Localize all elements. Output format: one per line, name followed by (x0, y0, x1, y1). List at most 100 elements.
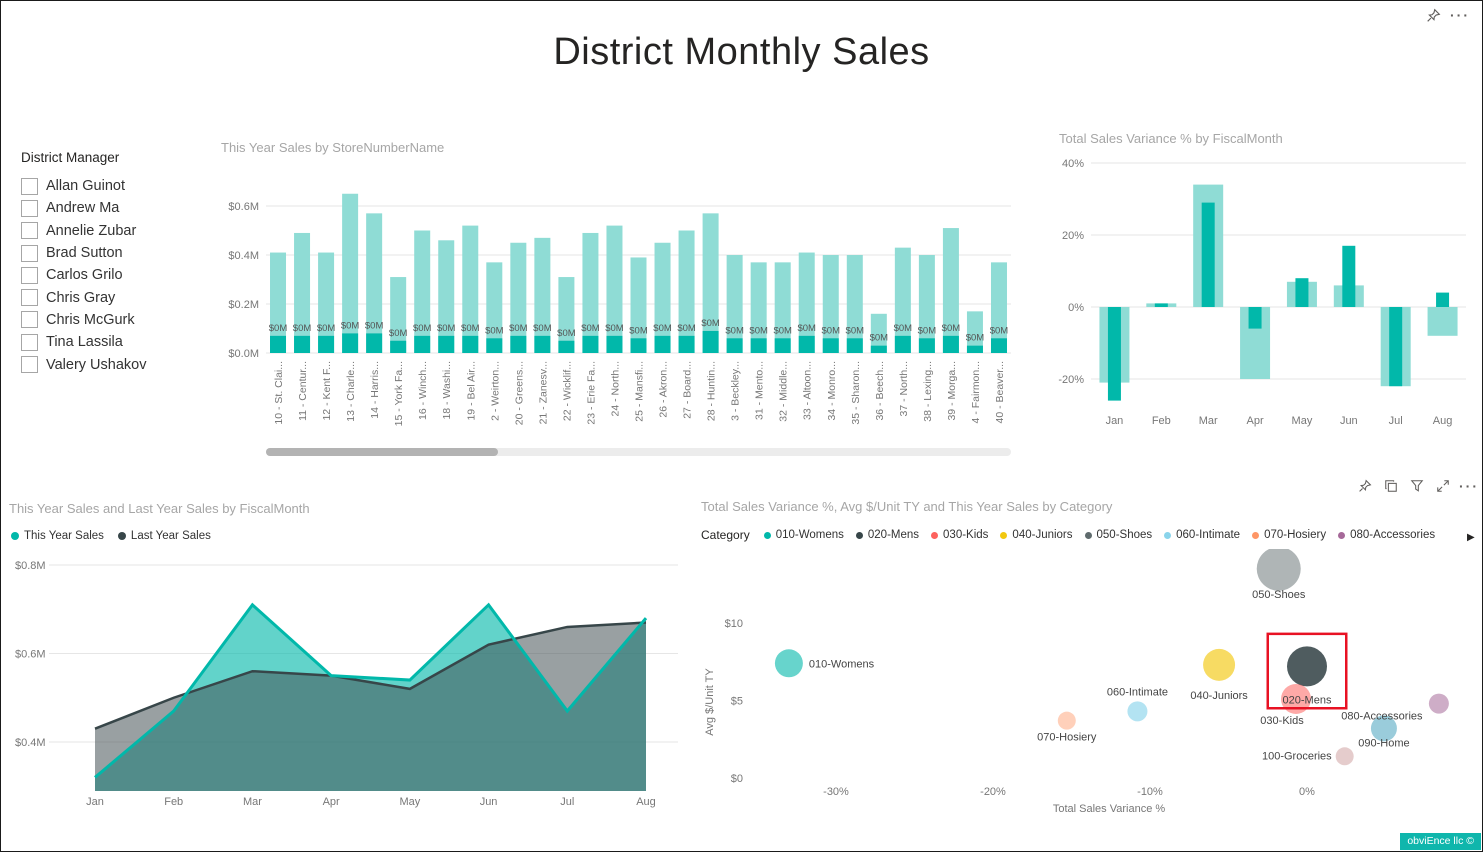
bar-base-segment[interactable] (630, 338, 647, 353)
area-last-year[interactable] (95, 622, 646, 791)
checkbox[interactable] (21, 222, 38, 240)
bar-this-year-sales[interactable] (798, 252, 815, 353)
bubble-010-Womens[interactable] (774, 649, 803, 678)
bar-base-segment[interactable] (966, 345, 983, 353)
bar-base-segment[interactable] (798, 335, 815, 353)
bubble-090-Home[interactable] (1370, 715, 1397, 742)
bar-this-year-sales[interactable] (966, 311, 983, 353)
checkbox[interactable] (21, 289, 38, 307)
bar-this-year-sales[interactable] (654, 242, 671, 353)
bar-base-segment[interactable] (750, 338, 767, 353)
legend-item[interactable]: Last Year Sales (117, 530, 211, 542)
line-this-year[interactable] (94, 602, 648, 779)
bar-this-year-sales[interactable] (318, 252, 335, 353)
variance-bar-narrow[interactable] (1295, 278, 1309, 307)
bar-base-segment[interactable] (774, 338, 791, 353)
pin-icon[interactable] (1357, 478, 1373, 494)
bar-this-year-sales[interactable] (558, 277, 575, 353)
more-options-icon[interactable]: ··· (1450, 7, 1470, 23)
bar-base-segment[interactable] (654, 335, 671, 353)
bar-this-year-sales[interactable] (726, 255, 743, 353)
bar-base-segment[interactable] (462, 335, 479, 353)
checkbox[interactable] (21, 356, 38, 374)
legend-item[interactable]: 030-Kids (931, 529, 988, 541)
variance-bar-narrow[interactable] (1107, 307, 1121, 401)
bar-base-segment[interactable] (942, 335, 959, 353)
pin-icon[interactable] (1425, 7, 1441, 23)
bar-base-segment[interactable] (342, 333, 359, 353)
legend-item[interactable]: 020-Mens (855, 529, 919, 541)
bar-this-year-sales[interactable] (774, 262, 791, 353)
bar-this-year-sales[interactable] (702, 213, 719, 353)
bar-this-year-sales[interactable] (894, 247, 911, 353)
bar-chart-scrollbar[interactable] (266, 448, 1011, 456)
slicer-item[interactable]: Chris Gray (21, 286, 196, 308)
slicer-item[interactable]: Brad Sutton (21, 242, 196, 264)
legend-item[interactable]: 010-Womens (763, 529, 844, 541)
legend-item[interactable]: This Year Sales (11, 530, 104, 542)
bar-base-segment[interactable] (990, 338, 1007, 353)
bar-base-segment[interactable] (870, 345, 887, 353)
bar-this-year-sales[interactable] (342, 193, 359, 353)
bubble-030-Kids[interactable] (1281, 683, 1312, 714)
legend-item[interactable]: 050-Shoes (1084, 529, 1152, 541)
scrollbar-thumb[interactable] (266, 448, 498, 456)
bar-this-year-sales[interactable] (870, 313, 887, 353)
bar-this-year-sales[interactable] (534, 237, 551, 353)
bar-base-segment[interactable] (678, 335, 695, 353)
slicer-item[interactable]: Annelie Zubar (21, 220, 196, 242)
bar-this-year-sales[interactable] (438, 240, 455, 353)
bar-this-year-sales[interactable] (630, 257, 647, 353)
bar-base-segment[interactable] (582, 335, 599, 353)
bar-base-segment[interactable] (270, 335, 287, 353)
bar-base-segment[interactable] (894, 335, 911, 353)
more-options-icon[interactable]: ··· (1459, 478, 1479, 494)
bar-this-year-sales[interactable] (918, 255, 935, 353)
legend-item[interactable]: 080-Accessories (1338, 529, 1435, 541)
bubble-040-Juniors[interactable] (1203, 648, 1236, 681)
variance-bar-narrow[interactable] (1154, 303, 1168, 307)
bar-this-year-sales[interactable] (414, 230, 431, 354)
copy-icon[interactable] (1383, 478, 1399, 494)
bar-base-segment[interactable] (366, 333, 383, 353)
bar-this-year-sales[interactable] (390, 277, 407, 353)
bar-this-year-sales[interactable] (582, 232, 599, 353)
bar-base-segment[interactable] (534, 335, 551, 353)
bar-base-segment[interactable] (558, 340, 575, 353)
bar-this-year-sales[interactable] (678, 230, 695, 354)
bar-this-year-sales[interactable] (942, 228, 959, 353)
variance-bar-narrow[interactable] (1389, 307, 1403, 387)
bubble-060-Intimate[interactable] (1127, 701, 1148, 722)
bar-this-year-sales[interactable] (510, 242, 527, 353)
bubble-050-Shoes[interactable] (1256, 549, 1301, 591)
bar-this-year-sales[interactable] (366, 213, 383, 353)
variance-bar-narrow[interactable] (1201, 202, 1215, 307)
bar-this-year-sales[interactable] (606, 225, 623, 353)
legend-item[interactable]: 040-Juniors (1000, 529, 1073, 541)
bar-base-segment[interactable] (390, 340, 407, 353)
checkbox[interactable] (21, 311, 38, 329)
bubble-020-Mens[interactable] (1287, 646, 1327, 687)
bar-base-segment[interactable] (918, 338, 935, 353)
slicer-item[interactable]: Valery Ushakov (21, 353, 196, 375)
slicer-item[interactable]: Tina Lassila (21, 331, 196, 353)
bar-this-year-sales[interactable] (486, 262, 503, 353)
bar-this-year-sales[interactable] (462, 225, 479, 353)
bar-this-year-sales[interactable] (990, 262, 1007, 353)
bar-base-segment[interactable] (846, 338, 863, 353)
bubble-070-Hosiery[interactable] (1057, 711, 1076, 730)
bar-base-segment[interactable] (702, 330, 719, 353)
checkbox[interactable] (21, 199, 38, 217)
bar-base-segment[interactable] (318, 335, 335, 353)
bubble-080-Accessories[interactable] (1428, 693, 1449, 714)
bar-this-year-sales[interactable] (750, 262, 767, 353)
filter-icon[interactable] (1409, 478, 1425, 494)
bar-base-segment[interactable] (726, 338, 743, 353)
slicer-item[interactable]: Chris McGurk (21, 309, 196, 331)
legend-item[interactable]: 070-Hosiery (1252, 529, 1326, 541)
bar-base-segment[interactable] (414, 335, 431, 353)
bubble-100-Groceries[interactable] (1335, 747, 1354, 766)
checkbox[interactable] (21, 177, 38, 195)
slicer-item[interactable]: Allan Guinot (21, 175, 196, 197)
variance-bar-wide[interactable] (1427, 307, 1458, 336)
